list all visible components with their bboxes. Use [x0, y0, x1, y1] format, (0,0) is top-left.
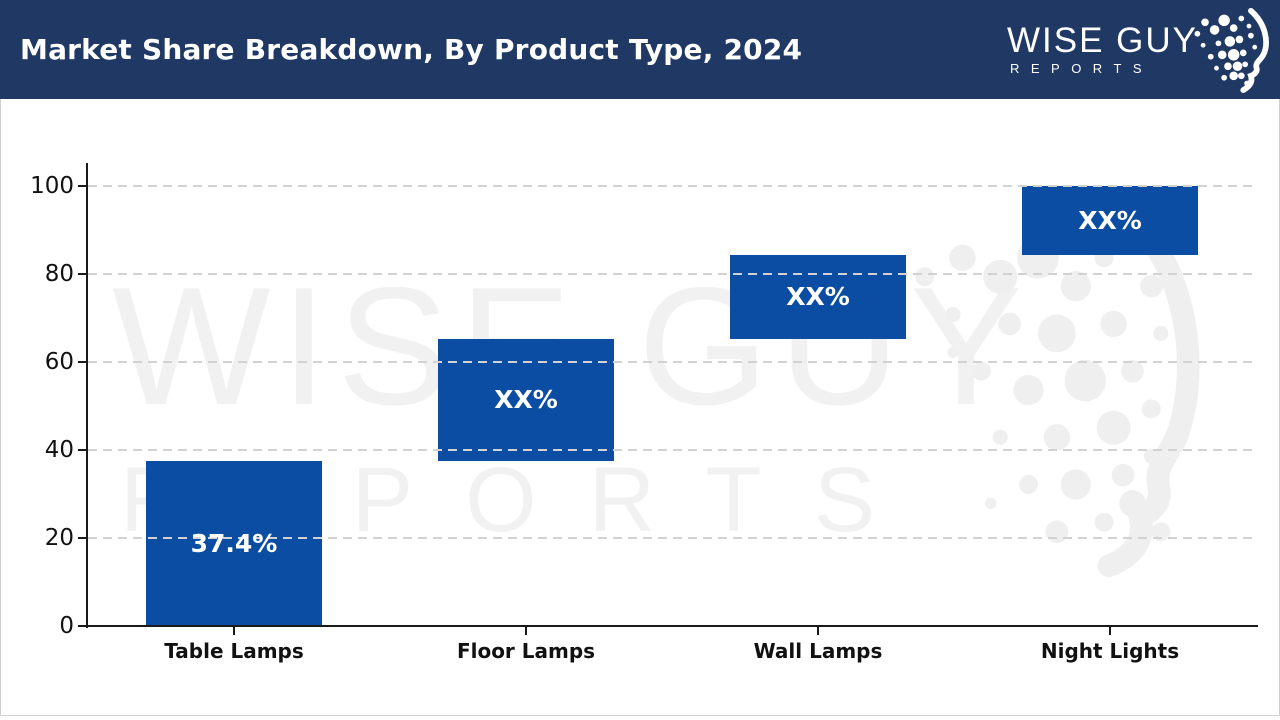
x-category-label-table-lamps: Table Lamps — [164, 639, 304, 663]
x-category-label-night-lights: Night Lights — [1040, 639, 1180, 663]
wiseguy-logo: WISE GUY REPORTS — [1007, 6, 1270, 94]
gridline — [88, 185, 1256, 187]
y-tick-mark — [78, 625, 86, 627]
bar-label-table-lamps: 37.4% — [190, 528, 278, 558]
y-tick-label: 0 — [59, 613, 74, 639]
y-tick-mark — [78, 537, 86, 539]
logo-face-icon — [1194, 7, 1269, 93]
y-tick-label: 60 — [44, 349, 74, 375]
bar-label-floor-lamps: XX% — [494, 385, 558, 415]
y-tick-label: 100 — [30, 173, 74, 199]
logo-line1: WISE GUY — [1006, 21, 1198, 61]
y-axis-line — [86, 163, 88, 628]
y-tick-label: 40 — [44, 437, 74, 463]
bar-table-lamps — [146, 461, 322, 626]
y-tick-label: 80 — [44, 261, 74, 287]
y-tick-label: 20 — [44, 525, 74, 551]
page-title: Market Share Breakdown, By Product Type,… — [20, 33, 803, 66]
x-tick-mark — [817, 627, 819, 635]
logo-line2: REPORTS — [1009, 60, 1154, 76]
logo-wordmark: WISE GUY REPORTS — [1006, 21, 1198, 76]
bar-label-night-lights: XX% — [1078, 205, 1142, 235]
y-tick-mark — [78, 361, 86, 363]
x-category-label-wall-lamps: Wall Lamps — [753, 639, 883, 663]
bar-floor-lamps — [438, 339, 614, 462]
x-tick-mark — [1109, 627, 1111, 635]
x-axis-line — [86, 625, 1258, 627]
gridline — [88, 449, 1256, 451]
x-tick-mark — [233, 627, 235, 635]
y-tick-mark — [78, 273, 86, 275]
gridline — [88, 361, 1256, 363]
gridline — [88, 537, 1256, 539]
y-tick-mark — [78, 185, 86, 187]
bar-night-lights — [1022, 186, 1198, 256]
x-tick-mark — [525, 627, 527, 635]
header-bar: Market Share Breakdown, By Product Type,… — [0, 0, 1280, 99]
gridline — [88, 273, 1256, 275]
bar-wall-lamps — [730, 255, 906, 340]
watermark-face-icon — [915, 227, 1200, 578]
x-category-label-floor-lamps: Floor Lamps — [456, 639, 596, 663]
bar-label-wall-lamps: XX% — [786, 282, 850, 312]
y-tick-mark — [78, 449, 86, 451]
